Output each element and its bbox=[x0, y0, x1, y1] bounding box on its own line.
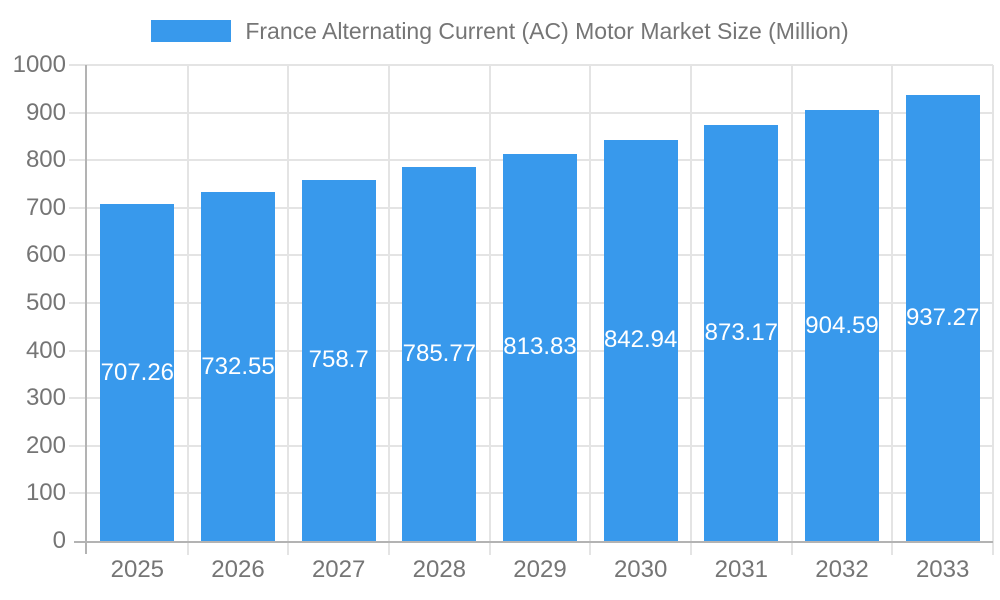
gridline-v bbox=[891, 65, 894, 555]
bar-value-label: 707.26 bbox=[100, 358, 175, 386]
legend-label: France Alternating Current (AC) Motor Ma… bbox=[245, 17, 849, 44]
bar bbox=[503, 153, 577, 541]
x-tick-label: 2030 bbox=[613, 556, 668, 583]
x-tick-label: 2027 bbox=[311, 556, 366, 583]
bar bbox=[704, 125, 779, 541]
bar bbox=[603, 139, 678, 541]
bar-value-label: 785.77 bbox=[402, 339, 477, 367]
y-tick-label: 400 bbox=[25, 336, 66, 364]
bar bbox=[100, 204, 175, 541]
gridline-v bbox=[790, 65, 793, 555]
gridline-v bbox=[488, 65, 491, 555]
y-tick-label: 1000 bbox=[12, 51, 66, 78]
bar-value-label: 813.83 bbox=[503, 333, 577, 361]
x-tick-label: 2029 bbox=[513, 556, 567, 583]
y-tick-label: 500 bbox=[25, 289, 66, 316]
y-tick-label: 700 bbox=[25, 193, 66, 221]
gridline-v bbox=[992, 65, 994, 555]
bar-value-label: 937.27 bbox=[905, 303, 980, 331]
y-tick-label: 0 bbox=[52, 527, 66, 554]
gridline-v bbox=[287, 65, 290, 555]
y-axis-line bbox=[85, 65, 87, 554]
x-tick-label: 2025 bbox=[110, 556, 165, 583]
bar bbox=[905, 94, 980, 541]
gridline-h bbox=[69, 111, 993, 114]
gridline-h bbox=[69, 64, 993, 66]
y-tick-label: 900 bbox=[25, 98, 66, 126]
y-tick-label: 600 bbox=[25, 241, 66, 269]
bar bbox=[201, 192, 275, 541]
y-tick-label: 300 bbox=[25, 384, 66, 412]
gridline-v bbox=[388, 65, 390, 555]
y-tick-label: 200 bbox=[25, 431, 66, 459]
legend-swatch-icon bbox=[151, 20, 232, 42]
bar-value-label: 758.7 bbox=[308, 346, 369, 374]
bar bbox=[301, 179, 376, 541]
gridline-v bbox=[186, 65, 189, 555]
bar-value-label: 732.55 bbox=[201, 352, 275, 380]
bar-value-label: 842.94 bbox=[603, 326, 678, 354]
bar bbox=[805, 110, 879, 541]
gridline-v bbox=[690, 65, 692, 555]
x-tick-label: 2028 bbox=[412, 556, 467, 583]
y-tick-label: 100 bbox=[25, 479, 66, 507]
bar-value-label: 904.59 bbox=[805, 311, 879, 339]
y-tick-label: 800 bbox=[25, 146, 66, 174]
x-tick-label: 2032 bbox=[815, 556, 869, 583]
x-tick-label: 2026 bbox=[211, 556, 265, 583]
x-tick-label: 2033 bbox=[915, 556, 970, 583]
x-axis-line bbox=[74, 541, 993, 543]
legend[interactable]: France Alternating Current (AC) Motor Ma… bbox=[0, 14, 1000, 48]
x-tick-label: 2031 bbox=[714, 556, 769, 583]
gridline-v bbox=[589, 65, 592, 555]
bar-value-label: 873.17 bbox=[704, 319, 779, 347]
bar bbox=[402, 166, 477, 541]
